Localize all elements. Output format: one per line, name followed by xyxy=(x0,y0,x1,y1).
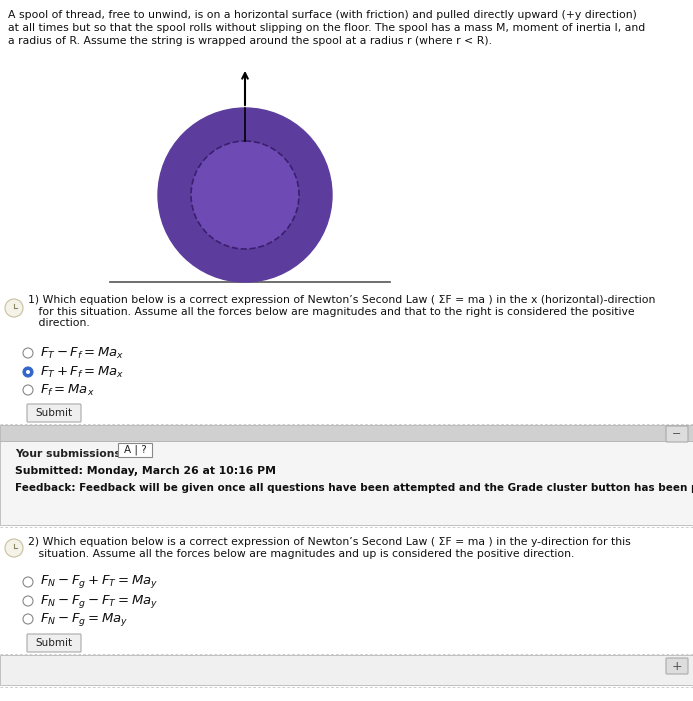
Text: 2) Which equation below is a correct expression of Newton’s Second Law ( ΣF = ma: 2) Which equation below is a correct exp… xyxy=(28,537,631,559)
Text: a radius of R. Assume the string is wrapped around the spool at a radius r (wher: a radius of R. Assume the string is wrap… xyxy=(8,36,492,46)
Text: 1) Which equation below is a correct expression of Newton’s Second Law ( ΣF = ma: 1) Which equation below is a correct exp… xyxy=(28,295,656,328)
Text: $F_T - F_f = Ma_x$: $F_T - F_f = Ma_x$ xyxy=(40,346,125,360)
Text: −: − xyxy=(672,429,682,439)
Text: Submit: Submit xyxy=(35,408,73,418)
FancyBboxPatch shape xyxy=(666,658,688,674)
FancyBboxPatch shape xyxy=(666,426,688,442)
Text: Your submissions:: Your submissions: xyxy=(15,449,125,459)
Text: $F_T + F_f = Ma_x$: $F_T + F_f = Ma_x$ xyxy=(40,365,125,379)
Circle shape xyxy=(5,299,23,317)
FancyBboxPatch shape xyxy=(0,655,693,685)
Circle shape xyxy=(191,141,299,249)
Text: A spool of thread, free to unwind, is on a horizontal surface (with friction) an: A spool of thread, free to unwind, is on… xyxy=(8,10,637,20)
Circle shape xyxy=(23,367,33,377)
Text: +: + xyxy=(672,660,683,672)
Text: $F_N - F_g - F_T = Ma_y$: $F_N - F_g - F_T = Ma_y$ xyxy=(40,592,158,609)
FancyBboxPatch shape xyxy=(118,443,152,457)
Circle shape xyxy=(158,108,332,282)
Text: Submitted: Monday, March 26 at 10:16 PM: Submitted: Monday, March 26 at 10:16 PM xyxy=(15,466,276,476)
FancyBboxPatch shape xyxy=(27,634,81,652)
Text: Feedback: Feedback will be given once all questions have been attempted and the : Feedback: Feedback will be given once al… xyxy=(15,483,693,493)
Circle shape xyxy=(26,370,30,374)
Text: A | ?: A | ? xyxy=(123,444,146,455)
Text: Submit: Submit xyxy=(35,638,73,648)
Text: $F_N - F_g = Ma_y$: $F_N - F_g = Ma_y$ xyxy=(40,611,128,627)
FancyBboxPatch shape xyxy=(0,441,693,525)
FancyBboxPatch shape xyxy=(27,404,81,422)
Circle shape xyxy=(5,539,23,557)
FancyBboxPatch shape xyxy=(0,425,693,441)
Text: $F_N - F_g + F_T = Ma_y$: $F_N - F_g + F_T = Ma_y$ xyxy=(40,573,158,590)
Text: at all times but so that the spool rolls without slipping on the floor. The spoo: at all times but so that the spool rolls… xyxy=(8,23,645,33)
Text: $F_f = Ma_x$: $F_f = Ma_x$ xyxy=(40,383,95,397)
